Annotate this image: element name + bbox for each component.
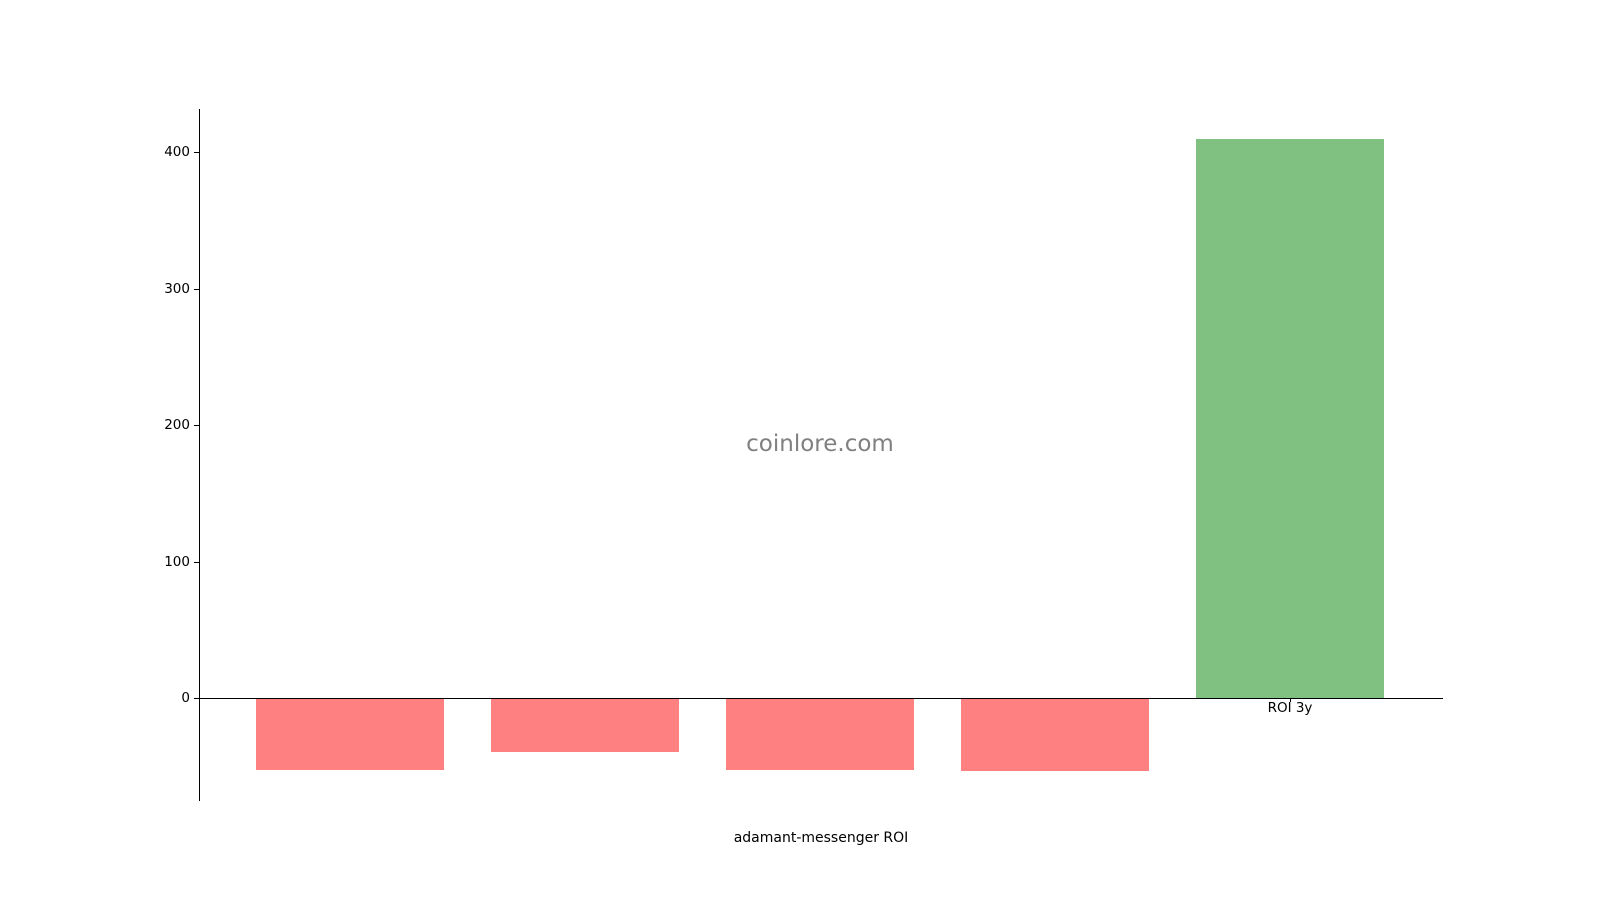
y-tick-label: 300: [164, 281, 190, 297]
x-tick-label: ROI 3y: [1267, 700, 1313, 716]
y-tick-label: 200: [164, 417, 190, 433]
negative-roi-bar: [491, 698, 679, 752]
y-tick-label: 0: [181, 690, 190, 706]
x-axis-tick: [1290, 698, 1291, 702]
x-axis-title: adamant-messenger ROI: [733, 830, 909, 846]
y-axis-tick: [194, 289, 199, 290]
y-axis-tick: [194, 425, 199, 426]
negative-roi-bar: [256, 698, 444, 770]
y-axis-tick: [194, 562, 199, 563]
positive-roi-bar: [1196, 139, 1384, 698]
x-axis-zero-line: [199, 698, 1443, 699]
y-tick-label: 400: [164, 144, 190, 160]
negative-roi-bar: [726, 698, 914, 770]
y-axis-tick: [194, 152, 199, 153]
y-axis-tick: [194, 698, 199, 699]
y-tick-label: 100: [164, 554, 190, 570]
watermark: coinlore.com: [746, 431, 894, 457]
y-axis-spine: [199, 109, 200, 801]
negative-roi-bar: [961, 698, 1149, 771]
